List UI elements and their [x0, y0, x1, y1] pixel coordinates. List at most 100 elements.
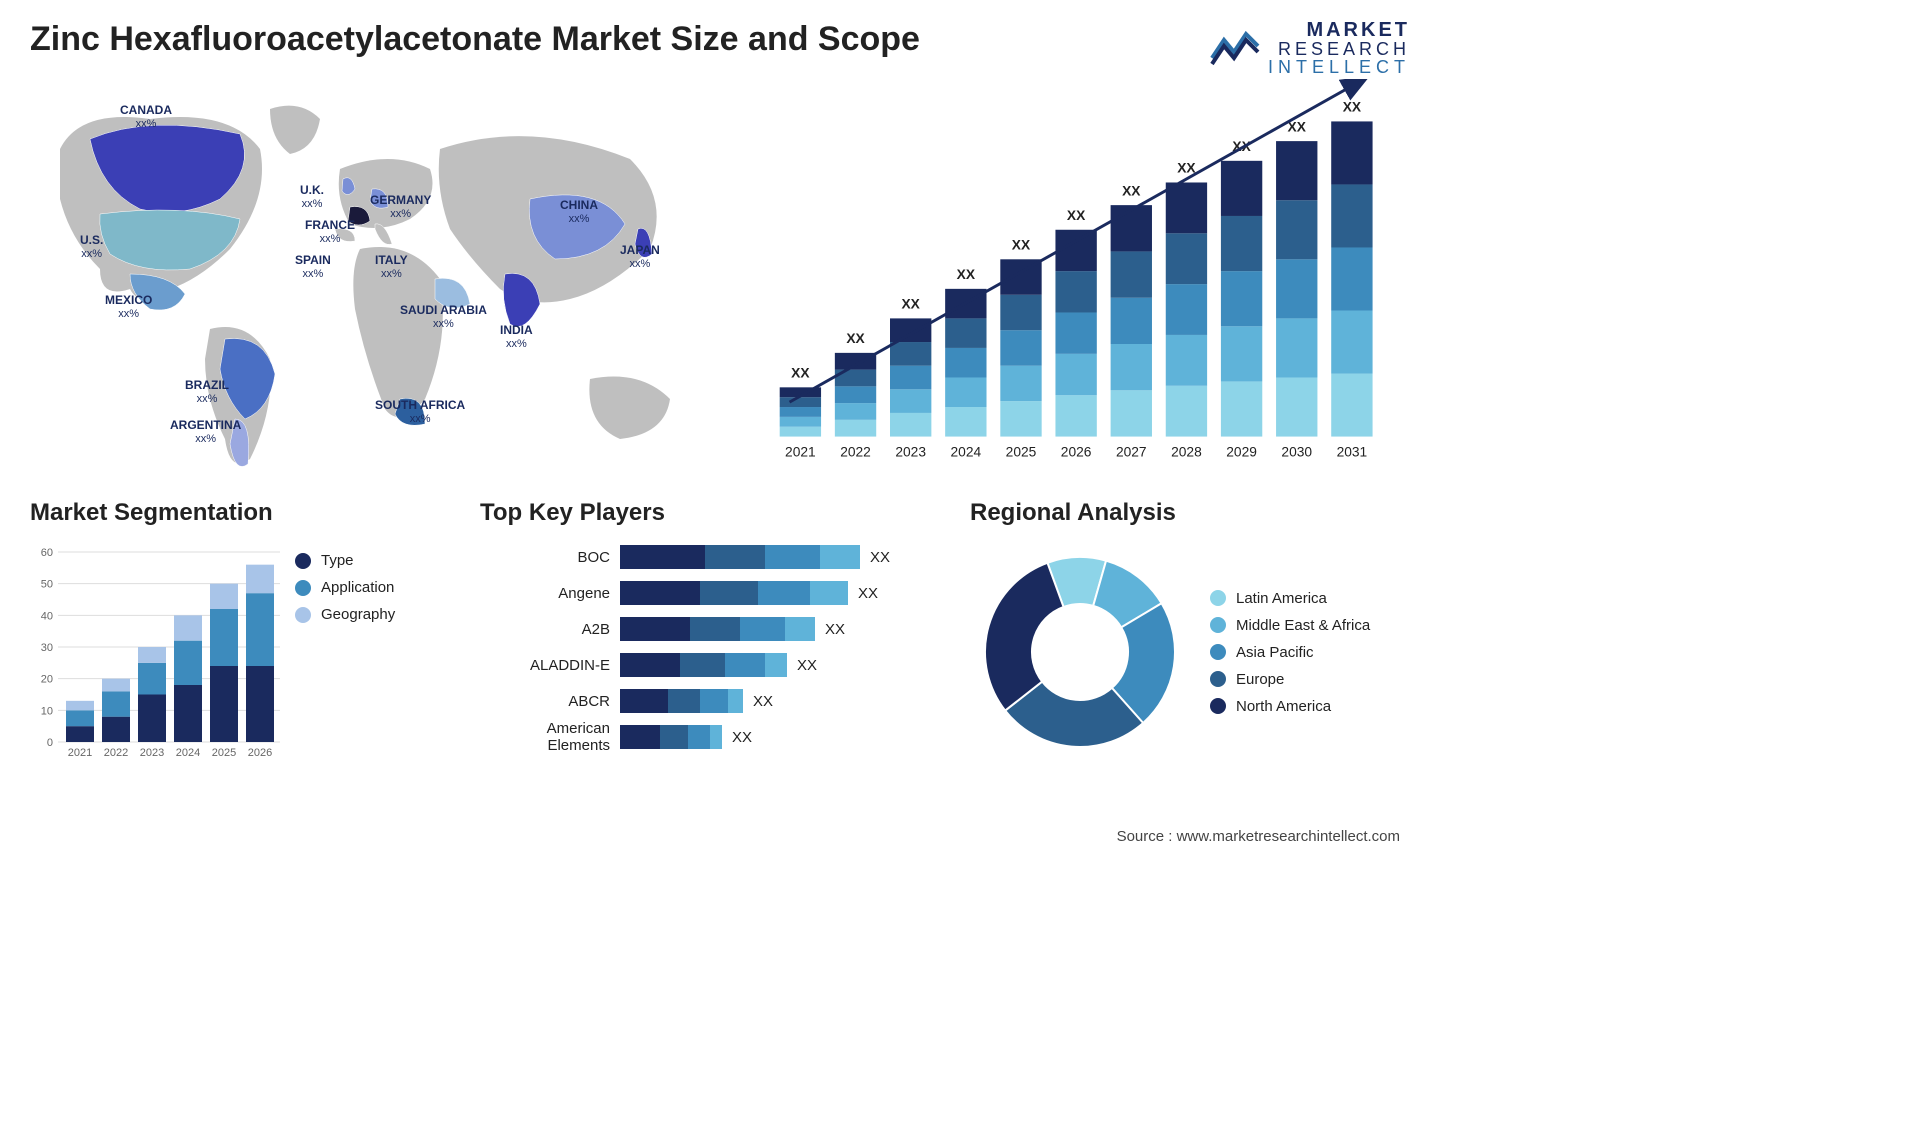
player-value: XX [732, 729, 752, 746]
player-bar [620, 581, 848, 605]
map-label-mexico: MEXICOxx% [105, 294, 152, 320]
map-label-india: INDIAxx% [500, 324, 533, 350]
world-map-panel: CANADAxx% U.S.xx% MEXICOxx% BRAZILxx% ARGENT… [30, 79, 730, 479]
player-name: ALADDIN-E [480, 657, 620, 674]
svg-text:2025: 2025 [212, 747, 236, 759]
player-value: XX [753, 693, 773, 710]
logo-text-1: MARKET [1268, 20, 1410, 40]
forecast-bar-chart: XX 2021 XX 2022 XX 2023 XX 2024 XX 2025 XX 2026 XX 20… [760, 79, 1410, 479]
map-label-u-k-: U.K.xx% [300, 184, 324, 210]
svg-text:2026: 2026 [1061, 444, 1092, 459]
infographic-page: Zinc Hexafluoroacetylacetonate Market Si… [0, 0, 1440, 860]
logo-text-2: RESEARCH [1268, 40, 1410, 58]
svg-text:10: 10 [41, 705, 53, 717]
segmentation-title: Market Segmentation [30, 499, 460, 527]
player-bar [620, 653, 787, 677]
svg-text:XX: XX [1122, 183, 1141, 198]
svg-text:XX: XX [957, 267, 976, 282]
svg-text:2021: 2021 [68, 747, 92, 759]
header: Zinc Hexafluoroacetylacetonate Market Si… [30, 20, 1410, 79]
player-row: BOC XX [480, 542, 900, 572]
player-name: A2B [480, 621, 620, 638]
svg-text:2029: 2029 [1226, 444, 1257, 459]
svg-text:30: 30 [41, 642, 53, 654]
svg-text:XX: XX [1067, 208, 1086, 223]
player-bar [620, 689, 743, 713]
svg-text:40: 40 [41, 610, 53, 622]
svg-text:60: 60 [41, 547, 53, 559]
player-name: American Elements [480, 720, 620, 754]
svg-text:2024: 2024 [176, 747, 200, 759]
map-label-argentina: ARGENTINAxx% [170, 419, 241, 445]
player-row: A2B XX [480, 614, 900, 644]
page-title: Zinc Hexafluoroacetylacetonate Market Si… [30, 20, 920, 59]
player-bar [620, 617, 815, 641]
svg-text:2022: 2022 [840, 444, 871, 459]
map-label-saudi-arabia: SAUDI ARABIAxx% [400, 304, 487, 330]
svg-text:2027: 2027 [1116, 444, 1147, 459]
brand-logo: MARKET RESEARCH INTELLECT [1210, 20, 1410, 76]
svg-text:XX: XX [1012, 237, 1031, 252]
segmentation-legend: Type Application Geography [295, 542, 395, 762]
map-label-canada: CANADAxx% [120, 104, 172, 130]
player-value: XX [797, 657, 817, 674]
players-title: Top Key Players [480, 499, 950, 527]
svg-text:2021: 2021 [785, 444, 816, 459]
svg-text:XX: XX [1343, 100, 1362, 115]
svg-text:0: 0 [47, 737, 53, 749]
svg-text:XX: XX [791, 365, 810, 380]
player-name: ABCR [480, 693, 620, 710]
map-label-u-s-: U.S.xx% [80, 234, 103, 260]
player-value: XX [870, 549, 890, 566]
seg-legend-item: Type [295, 552, 395, 569]
regional-legend: Latin America Middle East & Africa Asia Pa… [1210, 580, 1370, 725]
svg-text:2023: 2023 [140, 747, 164, 759]
svg-text:XX: XX [846, 331, 865, 346]
svg-text:XX: XX [901, 297, 920, 312]
regional-legend-item: Asia Pacific [1210, 644, 1370, 661]
regional-legend-item: Latin America [1210, 590, 1370, 607]
map-label-italy: ITALYxx% [375, 254, 408, 280]
svg-text:2026: 2026 [248, 747, 272, 759]
map-label-germany: GERMANYxx% [370, 194, 431, 220]
seg-legend-item: Application [295, 579, 395, 596]
regional-legend-item: Europe [1210, 671, 1370, 688]
player-name: BOC [480, 549, 620, 566]
svg-text:2028: 2028 [1171, 444, 1202, 459]
regional-title: Regional Analysis [970, 499, 1410, 527]
player-row: Angene XX [480, 578, 900, 608]
svg-text:2022: 2022 [104, 747, 128, 759]
segmentation-panel: Market Segmentation 0 10 20 30 40 50 60 2021 202… [30, 499, 460, 762]
player-value: XX [825, 621, 845, 638]
svg-text:2024: 2024 [951, 444, 982, 459]
regional-panel: Regional Analysis Latin America Middle Ea… [970, 499, 1410, 762]
player-row: ABCR XX [480, 686, 900, 716]
svg-text:50: 50 [41, 579, 53, 591]
svg-text:20: 20 [41, 674, 53, 686]
player-value: XX [858, 585, 878, 602]
player-bar [620, 725, 722, 749]
map-label-brazil: BRAZILxx% [185, 379, 229, 405]
player-row: American Elements XX [480, 722, 900, 752]
segmentation-chart: 0 10 20 30 40 50 60 2021 2022 2023 2024 2025 2026 [30, 542, 280, 762]
seg-legend-item: Geography [295, 606, 395, 623]
regional-donut-chart [970, 542, 1190, 762]
svg-text:2023: 2023 [895, 444, 926, 459]
bottom-row: Market Segmentation 0 10 20 30 40 50 60 2021 202… [30, 499, 1410, 762]
forecast-chart-panel: XX 2021 XX 2022 XX 2023 XX 2024 XX 2025 XX 2026 XX 20… [760, 79, 1410, 479]
svg-text:2031: 2031 [1337, 444, 1368, 459]
map-label-france: FRANCExx% [305, 219, 355, 245]
player-bar [620, 545, 860, 569]
player-row: ALADDIN-E XX [480, 650, 900, 680]
players-chart: BOCXXAngeneXXA2BXXALADDIN-EXXABCRXXAmeri… [480, 542, 900, 752]
map-label-japan: JAPANxx% [620, 244, 660, 270]
players-panel: Top Key Players BOCXXAngeneXXA2BXXALADDI… [480, 499, 950, 762]
map-label-south-africa: SOUTH AFRICAxx% [375, 399, 465, 425]
logo-icon [1210, 28, 1260, 68]
player-name: Angene [480, 585, 620, 602]
map-label-china: CHINAxx% [560, 199, 598, 225]
top-row: CANADAxx% U.S.xx% MEXICOxx% BRAZILxx% ARGENT… [30, 79, 1410, 479]
svg-text:2030: 2030 [1281, 444, 1312, 459]
svg-text:2025: 2025 [1006, 444, 1037, 459]
regional-legend-item: Middle East & Africa [1210, 617, 1370, 634]
